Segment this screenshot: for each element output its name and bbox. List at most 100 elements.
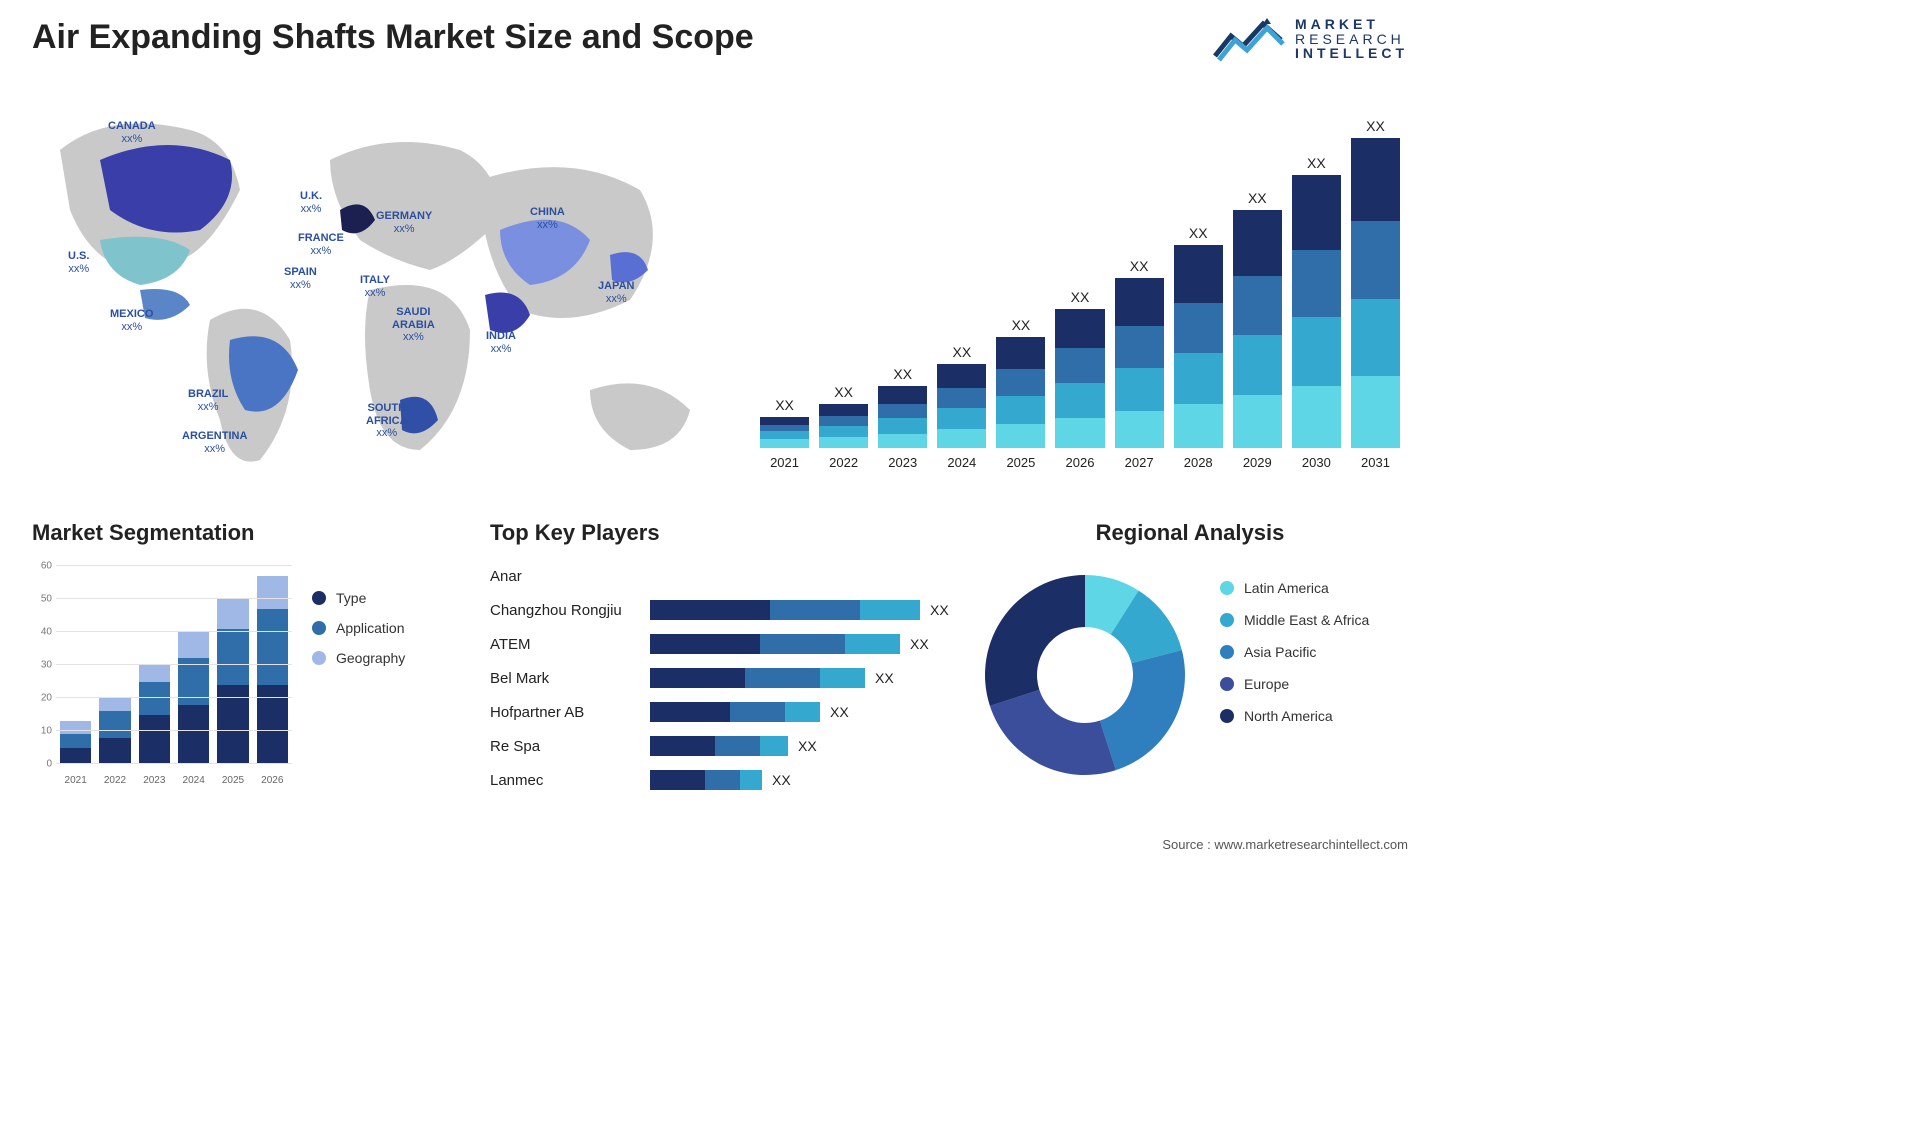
y-tick-label: 30 bbox=[41, 660, 52, 671]
bar-segment bbox=[99, 698, 130, 711]
bar-segment bbox=[937, 364, 986, 388]
bar-column: XX bbox=[819, 384, 868, 448]
bar-value-label: XX bbox=[1130, 258, 1149, 274]
key-player-row: Hofpartner ABXX bbox=[490, 700, 960, 724]
bar-segment bbox=[1055, 383, 1104, 418]
bar-column: XX bbox=[1174, 225, 1223, 448]
bar-segment bbox=[760, 736, 788, 756]
bar-segment bbox=[1292, 175, 1341, 250]
legend-dot-icon bbox=[1220, 709, 1234, 723]
key-player-row: ATEMXX bbox=[490, 632, 960, 656]
bar-segment bbox=[937, 408, 986, 429]
bar-segment bbox=[760, 425, 809, 432]
map-label: BRAZILxx% bbox=[188, 388, 228, 413]
bar-segment bbox=[878, 386, 927, 404]
segmentation-section: Market Segmentation 0102030405060 202120… bbox=[32, 520, 462, 790]
map-label: ARGENTINAxx% bbox=[182, 430, 247, 455]
key-player-row: Re SpaXX bbox=[490, 734, 960, 758]
key-player-name: Lanmec bbox=[490, 772, 650, 789]
bar-segment bbox=[257, 609, 288, 685]
bar-segment bbox=[1351, 376, 1400, 448]
bar-segment bbox=[1115, 411, 1164, 448]
bar-column: XX bbox=[878, 366, 927, 448]
bar-segment bbox=[996, 337, 1045, 369]
key-player-name: Anar bbox=[490, 568, 650, 585]
bar-segment bbox=[178, 705, 209, 764]
bar-segment bbox=[1055, 309, 1104, 349]
bar-value-label: XX bbox=[1071, 289, 1090, 305]
legend-item: Asia Pacific bbox=[1220, 644, 1400, 660]
bar-segment bbox=[178, 632, 209, 658]
bar-segment bbox=[878, 418, 927, 434]
bar-segment bbox=[1055, 348, 1104, 382]
bar-column bbox=[139, 665, 170, 764]
map-label: SAUDIARABIAxx% bbox=[392, 306, 435, 344]
key-player-value: XX bbox=[875, 670, 894, 686]
bar-segment bbox=[139, 715, 170, 765]
key-player-bar bbox=[650, 770, 762, 790]
logo-mark-icon bbox=[1213, 16, 1285, 62]
donut-slice bbox=[985, 575, 1085, 706]
map-label: ITALYxx% bbox=[360, 274, 390, 299]
key-player-value: XX bbox=[772, 772, 791, 788]
bar-segment bbox=[819, 416, 868, 426]
bar-segment bbox=[705, 770, 740, 790]
bar-segment bbox=[1233, 276, 1282, 335]
bar-segment bbox=[650, 770, 705, 790]
legend-item: Latin America bbox=[1220, 580, 1400, 596]
bar-value-label: XX bbox=[834, 384, 853, 400]
legend-dot-icon bbox=[1220, 613, 1234, 627]
bar-segment bbox=[1233, 335, 1282, 395]
bar-segment bbox=[770, 600, 860, 620]
bar-segment bbox=[996, 424, 1045, 448]
bar-segment bbox=[760, 431, 809, 439]
key-player-name: Bel Mark bbox=[490, 670, 650, 687]
map-label: CHINAxx% bbox=[530, 206, 565, 231]
bar-segment bbox=[1351, 299, 1400, 377]
legend-label: Latin America bbox=[1244, 580, 1329, 596]
bar-segment bbox=[996, 369, 1045, 396]
bar-column bbox=[60, 721, 91, 764]
legend-item: North America bbox=[1220, 708, 1400, 724]
legend-dot-icon bbox=[312, 621, 326, 635]
bar-segment bbox=[740, 770, 762, 790]
x-axis-label: 2026 bbox=[1055, 455, 1104, 470]
key-player-bar bbox=[650, 702, 820, 722]
bar-segment bbox=[1174, 245, 1223, 303]
brand-logo: MARKET RESEARCH INTELLECT bbox=[1213, 16, 1408, 62]
bar-segment bbox=[1292, 317, 1341, 386]
key-player-value: XX bbox=[798, 738, 817, 754]
x-axis-label: 2027 bbox=[1115, 455, 1164, 470]
map-label: CANADAxx% bbox=[108, 120, 156, 145]
bar-segment bbox=[1115, 368, 1164, 411]
bar-segment bbox=[139, 665, 170, 682]
bar-value-label: XX bbox=[1012, 317, 1031, 333]
bar-segment bbox=[1351, 221, 1400, 299]
legend-label: Asia Pacific bbox=[1244, 644, 1316, 660]
bar-segment bbox=[1174, 404, 1223, 448]
key-players-heading: Top Key Players bbox=[490, 520, 960, 546]
x-axis-label: 2028 bbox=[1174, 455, 1223, 470]
x-axis-label: 2024 bbox=[937, 455, 986, 470]
donut-svg bbox=[980, 570, 1190, 780]
y-tick-label: 40 bbox=[41, 627, 52, 638]
legend-label: Middle East & Africa bbox=[1244, 612, 1369, 628]
bar-value-label: XX bbox=[952, 344, 971, 360]
bar-segment bbox=[937, 388, 986, 408]
bar-segment bbox=[878, 434, 927, 448]
bar-column: XX bbox=[996, 317, 1045, 448]
world-map: CANADAxx%U.S.xx%MEXICOxx%BRAZILxx%ARGENT… bbox=[30, 90, 730, 490]
bar-column: XX bbox=[1055, 289, 1104, 448]
legend-dot-icon bbox=[312, 651, 326, 665]
key-player-row: Bel Mark XX bbox=[490, 666, 960, 690]
bar-segment bbox=[60, 721, 91, 734]
bar-segment bbox=[1174, 353, 1223, 404]
key-player-bar bbox=[650, 736, 788, 756]
bar-segment bbox=[217, 599, 248, 629]
regional-legend: Latin America Middle East & Africa Asia Pa… bbox=[1220, 580, 1400, 724]
x-axis-label: 2021 bbox=[760, 455, 809, 470]
bar-value-label: XX bbox=[775, 397, 794, 413]
key-player-value: XX bbox=[910, 636, 929, 652]
bar-segment bbox=[937, 429, 986, 448]
legend-dot-icon bbox=[312, 591, 326, 605]
